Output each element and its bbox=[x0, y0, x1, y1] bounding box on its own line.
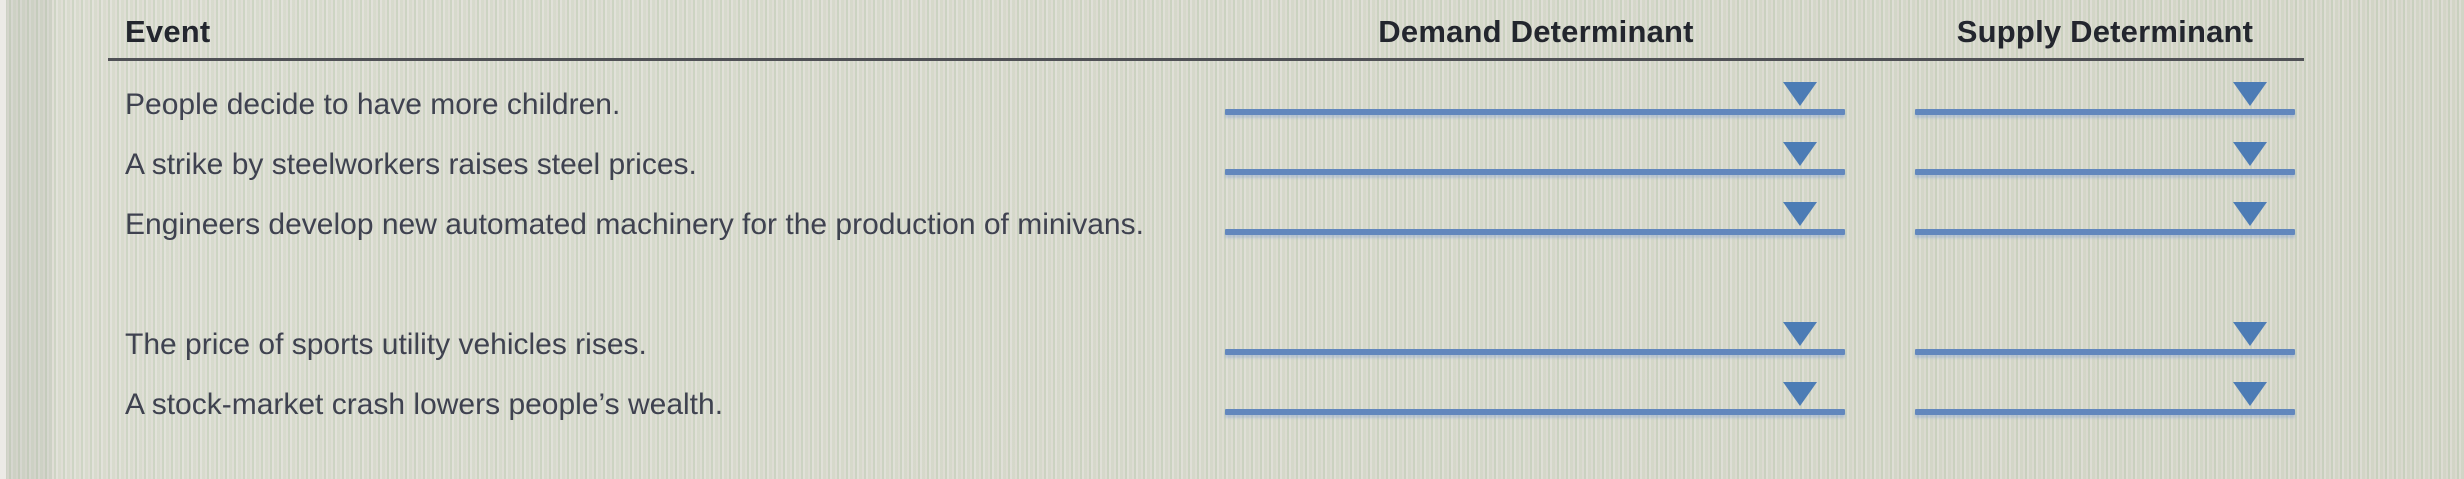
table-row: People decide to have more children. bbox=[125, 75, 2464, 135]
event-text: A stock-market crash lowers people’s wea… bbox=[125, 388, 724, 421]
dropdown-underline bbox=[1915, 409, 2295, 415]
chevron-down-icon bbox=[1783, 202, 1817, 226]
table-row: The price of sports utility vehicles ris… bbox=[125, 315, 2464, 375]
dropdown-underline bbox=[1225, 109, 1845, 115]
table-body: People decide to have more children. A s… bbox=[125, 75, 2464, 435]
table-row: Engineers develop new automated machiner… bbox=[125, 195, 2464, 315]
dropdown-underline bbox=[1225, 409, 1845, 415]
supply-determinant-dropdown[interactable] bbox=[1915, 135, 2295, 195]
supply-determinant-dropdown[interactable] bbox=[1915, 195, 2295, 255]
demand-determinant-dropdown[interactable] bbox=[1225, 135, 1845, 195]
event-text: The price of sports utility vehicles ris… bbox=[125, 328, 647, 361]
chevron-down-icon bbox=[1783, 322, 1817, 346]
chevron-down-icon bbox=[2233, 142, 2267, 166]
event-text: Engineers develop new automated machiner… bbox=[125, 208, 1144, 241]
supply-determinant-dropdown[interactable] bbox=[1915, 315, 2295, 375]
header-divider bbox=[108, 58, 2304, 61]
demand-determinant-dropdown[interactable] bbox=[1225, 75, 1845, 135]
dropdown-underline bbox=[1915, 349, 2295, 355]
event-text: People decide to have more children. bbox=[125, 88, 621, 121]
chevron-down-icon bbox=[2233, 202, 2267, 226]
table-row: A strike by steelworkers raises steel pr… bbox=[125, 135, 2464, 195]
dropdown-underline bbox=[1225, 349, 1845, 355]
supply-determinant-dropdown[interactable] bbox=[1915, 75, 2295, 135]
chevron-down-icon bbox=[1783, 382, 1817, 406]
chevron-down-icon bbox=[1783, 142, 1817, 166]
demand-determinant-dropdown[interactable] bbox=[1225, 315, 1845, 375]
chevron-down-icon bbox=[2233, 322, 2267, 346]
dropdown-underline bbox=[1915, 229, 2295, 235]
chevron-down-icon bbox=[2233, 82, 2267, 106]
column-header-demand-determinant: Demand Determinant bbox=[1378, 14, 1694, 49]
dropdown-underline bbox=[1225, 229, 1845, 235]
column-header-supply-determinant: Supply Determinant bbox=[1956, 14, 2254, 49]
dropdown-underline bbox=[1915, 109, 2295, 115]
chevron-down-icon bbox=[1783, 82, 1817, 106]
chevron-down-icon bbox=[2233, 382, 2267, 406]
demand-determinant-dropdown[interactable] bbox=[1225, 375, 1845, 435]
column-header-event: Event bbox=[125, 14, 211, 49]
dropdown-underline bbox=[1225, 169, 1845, 175]
supply-determinant-dropdown[interactable] bbox=[1915, 375, 2295, 435]
demand-determinant-dropdown[interactable] bbox=[1225, 195, 1845, 255]
table-row: A stock-market crash lowers people’s wea… bbox=[125, 375, 2464, 435]
dropdown-underline bbox=[1915, 169, 2295, 175]
screen-edge-shadow bbox=[6, 0, 52, 479]
event-text: A strike by steelworkers raises steel pr… bbox=[125, 148, 697, 181]
screen-edge-highlight bbox=[0, 0, 6, 479]
